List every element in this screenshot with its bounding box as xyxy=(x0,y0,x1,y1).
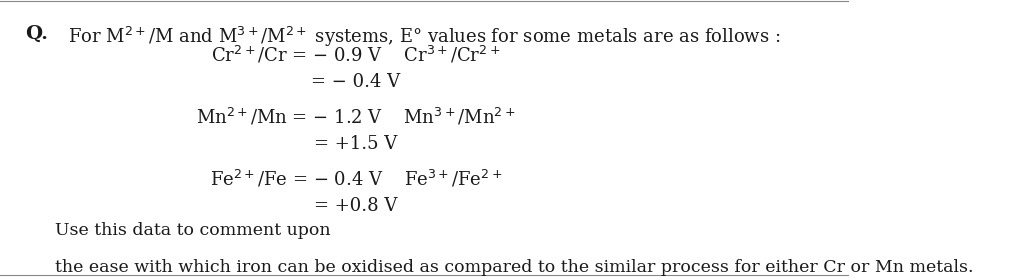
Text: = +0.8 V: = +0.8 V xyxy=(314,197,397,215)
Text: Q.: Q. xyxy=(26,25,48,43)
Text: = +1.5 V: = +1.5 V xyxy=(314,135,397,153)
Text: Mn$^{2+}$/Mn = − 1.2 V    Mn$^{3+}$/Mn$^{2+}$: Mn$^{2+}$/Mn = − 1.2 V Mn$^{3+}$/Mn$^{2+… xyxy=(197,106,516,127)
Text: For M$^{2+}$/M and M$^{3+}$/M$^{2+}$ systems, E° values for some metals are as f: For M$^{2+}$/M and M$^{3+}$/M$^{2+}$ sys… xyxy=(68,25,780,49)
Text: Use this data to comment upon: Use this data to comment upon xyxy=(55,222,331,239)
Text: the ease with which iron can be oxidised as compared to the similar process for : the ease with which iron can be oxidised… xyxy=(55,259,974,276)
Text: = − 0.4 V: = − 0.4 V xyxy=(311,73,400,91)
Text: Fe$^{2+}$/Fe = − 0.4 V    Fe$^{3+}$/Fe$^{2+}$: Fe$^{2+}$/Fe = − 0.4 V Fe$^{3+}$/Fe$^{2+… xyxy=(210,168,502,190)
Text: Cr$^{2+}$/Cr = − 0.9 V    Cr$^{3+}$/Cr$^{2+}$: Cr$^{2+}$/Cr = − 0.9 V Cr$^{3+}$/Cr$^{2+… xyxy=(211,44,501,65)
